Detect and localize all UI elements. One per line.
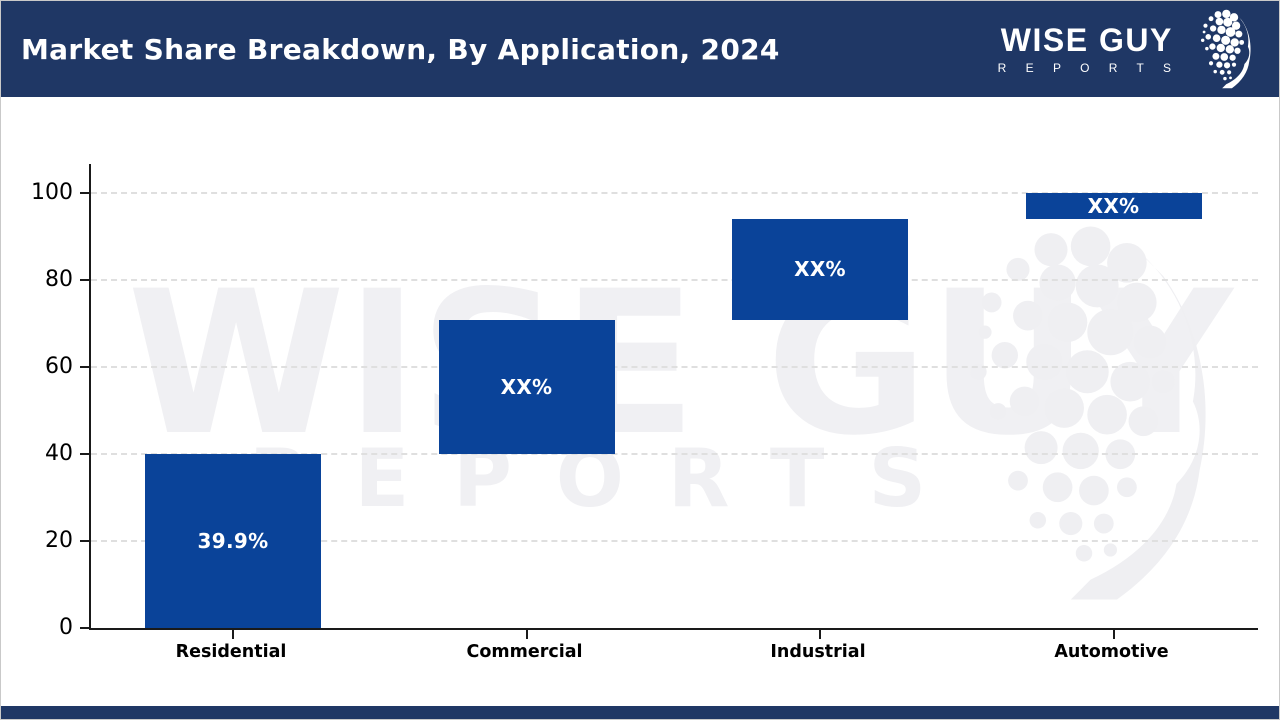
- x-tick-label: Industrial: [770, 642, 866, 662]
- x-tick-label: Residential: [175, 642, 287, 662]
- logo-subtitle: R E P O R T S: [997, 60, 1179, 75]
- y-tick-mark: [80, 627, 89, 629]
- bar-value-label: XX%: [1087, 194, 1140, 219]
- bar-residential: 39.9%: [145, 454, 321, 628]
- bar-automotive: XX%: [1025, 193, 1202, 220]
- bar-value-label: XX%: [500, 375, 553, 400]
- y-tick-label: 20: [45, 528, 73, 553]
- header-bar: Market Share Breakdown, By Application, …: [1, 1, 1279, 97]
- gridline: [91, 366, 1258, 368]
- x-axis-labels: Residential Commercial Industrial Automotiv…: [89, 642, 1256, 672]
- page-title: Market Share Breakdown, By Application, …: [21, 32, 780, 66]
- y-tick-label: 60: [45, 354, 73, 379]
- bar-value-label: XX%: [794, 257, 846, 282]
- y-axis-labels: 0 20 40 60 80 100: [1, 164, 73, 640]
- y-tick-mark: [80, 366, 89, 368]
- bar-commercial: XX%: [438, 319, 615, 455]
- y-tick-mark: [80, 540, 89, 542]
- x-tick-mark: [819, 630, 821, 639]
- y-tick-label: 0: [59, 615, 73, 640]
- gridline: [91, 453, 1258, 455]
- y-tick-label: 80: [45, 267, 73, 292]
- gridline: [91, 540, 1258, 542]
- y-tick-label: 100: [31, 180, 73, 205]
- logo-wordmark: WISE GUY: [1000, 21, 1173, 58]
- y-tick-mark: [80, 453, 89, 455]
- x-tick-mark: [232, 630, 234, 639]
- wise-guy-logo: WISE GUY R E P O R T S: [995, 9, 1253, 89]
- logo-text: WISE GUY R E P O R T S: [995, 24, 1179, 75]
- plot-area: 39.9% XX% XX% XX%: [80, 164, 1258, 639]
- footer-bar: [1, 706, 1279, 719]
- y-tick-mark: [80, 192, 89, 194]
- y-tick-label: 40: [45, 441, 73, 466]
- bar-industrial: XX%: [732, 219, 908, 320]
- y-tick-mark: [80, 279, 89, 281]
- bar-value-label: 39.9%: [197, 529, 269, 554]
- x-tick-mark: [525, 630, 528, 639]
- x-tick-mark: [1112, 630, 1115, 639]
- x-tick-label: Commercial: [466, 642, 583, 662]
- dotted-face-logo-icon: [1200, 9, 1251, 89]
- gridline: [91, 192, 1258, 194]
- x-tick-label: Automotive: [1054, 642, 1169, 662]
- gridline: [91, 279, 1258, 281]
